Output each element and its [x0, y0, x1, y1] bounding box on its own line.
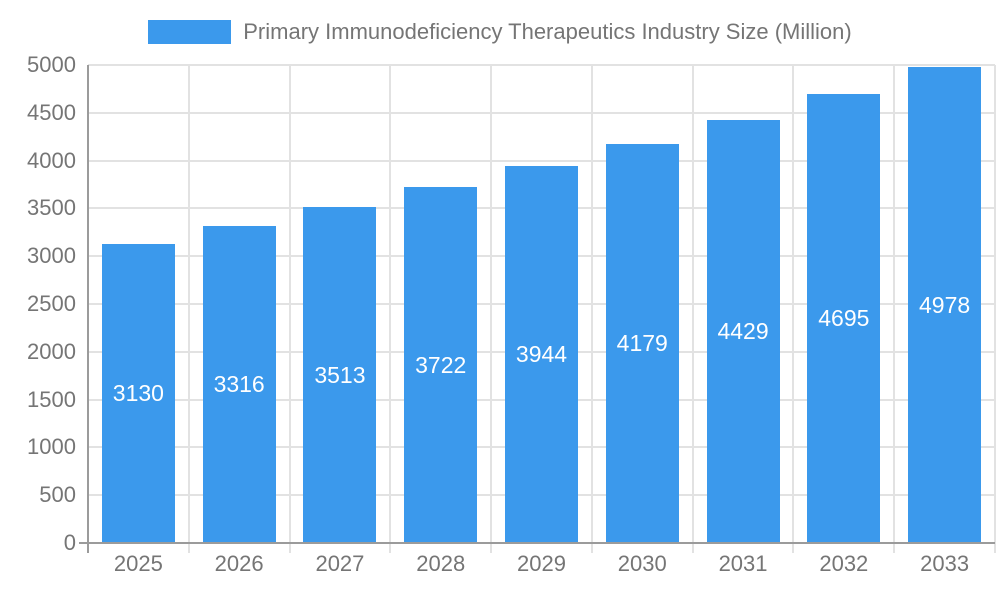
bar-value-label: 4695 — [818, 305, 870, 332]
bar[interactable]: 3316 — [202, 226, 276, 543]
x-tick-label: 2027 — [315, 551, 365, 576]
x-tick-label: 2031 — [718, 551, 768, 576]
bar-value-label: 4429 — [717, 317, 769, 344]
y-tick-label: 4000 — [27, 147, 76, 173]
v-gridline — [893, 65, 896, 553]
x-tick-label: 2032 — [819, 551, 869, 576]
y-tick-label: 4500 — [27, 99, 76, 125]
v-gridline — [490, 65, 493, 553]
y-tick-label: 0 — [63, 530, 76, 555]
x-tick-label: 2030 — [617, 551, 667, 576]
y-tick-label: 1500 — [27, 386, 76, 412]
bar[interactable]: 3722 — [404, 187, 478, 543]
bar[interactable]: 3944 — [505, 165, 578, 543]
bar[interactable]: 4978 — [908, 67, 982, 543]
x-tick-label: 2025 — [113, 551, 163, 576]
v-gridline — [792, 65, 795, 553]
y-axis-line — [87, 65, 89, 553]
x-tick-label: 2029 — [517, 551, 566, 576]
bar-value-label: 3130 — [112, 379, 164, 406]
v-gridline — [288, 65, 291, 553]
h-gridline — [88, 159, 995, 162]
plot-area: 3130 3316 3513 3722 3944 4179 4429 4695 4978 — [79, 64, 996, 553]
legend-item[interactable]: Primary Immunodeficiency Therapeutics In… — [0, 18, 1000, 46]
v-gridline — [389, 65, 392, 553]
v-gridline — [994, 65, 996, 553]
y-tick-label: 3000 — [27, 243, 76, 269]
y-tick-label: 5000 — [27, 52, 76, 77]
bar-value-label: 4978 — [919, 291, 971, 318]
h-gridline — [88, 111, 995, 114]
bar-value-label: 3513 — [314, 361, 366, 388]
legend-swatch — [148, 20, 232, 44]
bar-value-label: 4179 — [616, 329, 668, 356]
v-gridline — [691, 65, 694, 553]
x-tick-label: 2033 — [920, 551, 970, 576]
bar[interactable]: 4695 — [807, 94, 881, 543]
bar-value-label: 3944 — [515, 340, 568, 367]
v-gridline — [187, 65, 190, 553]
h-gridline — [88, 64, 995, 66]
legend-label: Primary Immunodeficiency Therapeutics In… — [243, 19, 852, 44]
x-tick-label: 2026 — [214, 551, 264, 576]
y-tick-label: 1000 — [27, 434, 76, 460]
y-tick-label: 2000 — [27, 338, 76, 364]
v-gridline — [590, 65, 593, 553]
bar[interactable]: 3513 — [303, 207, 377, 543]
x-axis: 2025 2026 2027 2028 2029 2030 2031 2032 2033 — [88, 551, 995, 583]
bar-value-label: 3722 — [415, 351, 467, 378]
y-tick-label: 500 — [39, 482, 76, 508]
y-tick-label: 2500 — [27, 291, 76, 316]
bar-value-label: 3316 — [213, 371, 265, 397]
y-tick-label: 3500 — [27, 195, 76, 221]
bar[interactable]: 3130 — [101, 243, 175, 543]
bar[interactable]: 4179 — [605, 143, 679, 543]
bar[interactable]: 4429 — [706, 119, 780, 543]
x-tick-label: 2028 — [416, 551, 466, 576]
y-axis: 0 500 1000 1500 2000 2500 3000 3500 4000 4500 5000 — [0, 0, 84, 600]
x-axis-line — [79, 542, 995, 544]
